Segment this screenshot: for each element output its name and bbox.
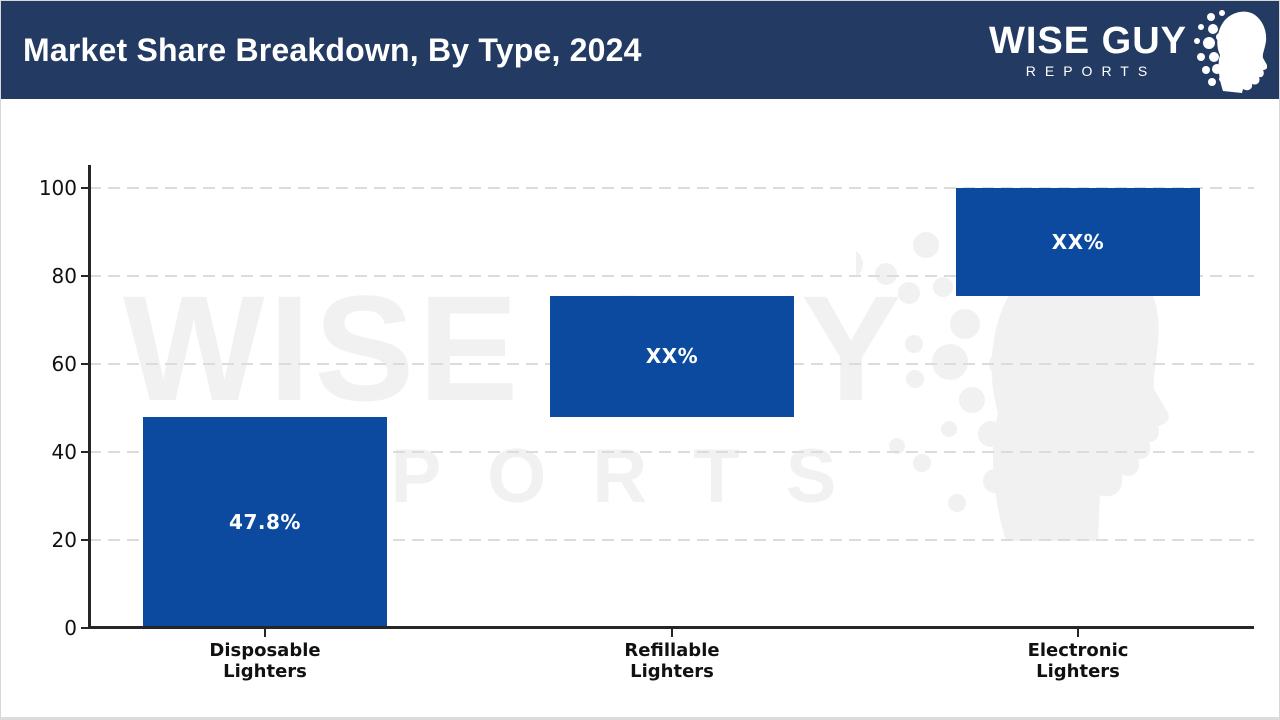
- logo-head-icon: [1194, 10, 1267, 93]
- y-tick-label-100: 100: [38, 175, 77, 200]
- y-tick-label-80: 80: [51, 263, 77, 288]
- bar-disposable-lighters: 47.8%: [143, 417, 387, 628]
- x-category-line2: Lighters: [630, 660, 714, 682]
- logo-line2: REPORTS: [1025, 63, 1157, 79]
- bar-electronic-lighters: XX%: [956, 187, 1200, 296]
- x-tick-electronic-lighters: [1077, 628, 1079, 637]
- x-tick-refillable-lighters: [671, 628, 673, 637]
- y-tick-20: [81, 538, 90, 541]
- bar-value-label-electronic-lighters: XX%: [1051, 229, 1105, 254]
- x-category-label-disposable-lighters: Disposable Lighters: [155, 640, 375, 682]
- bar-value-label-refillable-lighters: XX%: [645, 344, 699, 369]
- y-tick-40: [81, 450, 90, 453]
- x-category-line1: Disposable: [209, 639, 321, 661]
- y-tick-60: [81, 362, 90, 365]
- x-axis: [88, 626, 1254, 629]
- y-tick-label-0: 0: [64, 615, 77, 640]
- x-category-label-refillable-lighters: Refillable Lighters: [562, 640, 782, 682]
- y-tick-label-20: 20: [51, 527, 77, 552]
- x-category-line2: Lighters: [1036, 660, 1120, 682]
- logo-wordmark: WISE GUY REPORTS: [989, 22, 1187, 78]
- y-tick-0: [81, 626, 90, 629]
- wiseguy-logo: WISE GUY REPORTS: [989, 7, 1267, 93]
- logo-line1: WISE GUY: [988, 20, 1187, 62]
- x-category-line2: Lighters: [223, 660, 307, 682]
- y-tick-label-40: 40: [51, 439, 77, 464]
- y-tick-100: [81, 186, 90, 189]
- page-title: Market Share Breakdown, By Type, 2024: [23, 31, 642, 68]
- x-category-label-electronic-lighters: Electronic Lighters: [968, 640, 1188, 682]
- header-bar: Market Share Breakdown, By Type, 2024 WI…: [1, 1, 1279, 99]
- bar-value-label-disposable-lighters: 47.8%: [229, 510, 301, 535]
- bar-refillable-lighters: XX%: [550, 295, 794, 418]
- y-gridline-100: [89, 186, 1254, 189]
- y-tick-80: [81, 274, 90, 277]
- y-axis: [88, 165, 91, 629]
- y-gridline-80: [89, 274, 1254, 277]
- y-gridline-40: [89, 450, 1254, 453]
- x-category-line1: Electronic: [1027, 639, 1129, 661]
- y-tick-label-60: 60: [51, 351, 77, 376]
- x-tick-disposable-lighters: [264, 628, 266, 637]
- y-gridline-20: [89, 538, 1254, 541]
- x-category-line1: Refillable: [624, 639, 720, 661]
